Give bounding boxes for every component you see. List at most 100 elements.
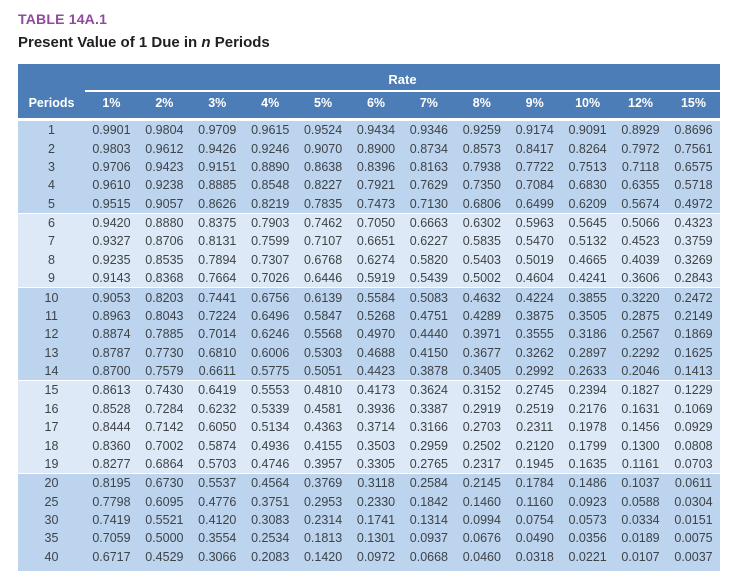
value-cell: 0.6496 [243,306,297,326]
table-row: 7 0.9327 0.8706 0.8131 0.7599 0.7107 0.6651 0.6… [18,232,720,251]
value-cell: 0.1301 [349,529,403,548]
value-cell: 0.8638 [296,157,350,177]
value-cell: 0.0037 [666,547,720,571]
value-cell: 0.7002 [137,436,191,455]
value-cell: 0.7938 [455,157,509,177]
value-cell: 0.9610 [85,176,138,195]
value-cell: 0.6663 [402,212,456,233]
value-cell: 0.5019 [508,250,562,269]
value-cell: 0.3759 [666,232,720,251]
value-cell: 0.9804 [137,118,191,140]
value-cell: 0.8528 [85,399,138,418]
rate-column-header: 10% [561,91,615,120]
value-cell: 0.7130 [402,194,456,214]
value-cell: 0.0808 [666,436,720,455]
table-row: 9 0.9143 0.8368 0.7664 0.7026 0.6446 0.5919 0.5… [18,269,720,288]
value-cell: 0.7014 [190,325,244,344]
value-cell: 0.7142 [137,418,191,437]
value-cell: 0.3677 [455,343,509,362]
value-cell: 0.1978 [561,418,615,437]
value-cell: 0.0304 [666,492,720,511]
value-cell: 0.3971 [455,325,509,344]
value-cell: 0.6499 [508,194,562,214]
value-cell: 0.2633 [561,361,615,381]
value-cell: 0.8696 [666,118,720,140]
value-cell: 0.6446 [296,269,350,288]
value-cell: 0.4972 [666,194,720,214]
value-cell: 0.4150 [402,343,456,362]
value-cell: 0.3878 [402,361,456,381]
table-row: 6 0.9420 0.8880 0.8375 0.7903 0.7462 0.7050 0.6… [18,212,720,233]
value-cell: 0.2083 [243,547,297,571]
value-cell: 0.0221 [561,547,615,571]
value-cell: 0.1037 [614,473,667,493]
value-cell: 0.9423 [137,157,191,177]
value-cell: 0.0754 [508,510,562,530]
value-cell: 0.6730 [137,473,191,493]
value-cell: 0.8885 [190,176,244,195]
value-cell: 0.6006 [243,343,297,362]
value-cell: 0.5584 [349,287,403,307]
value-cell: 0.0588 [614,492,667,511]
value-cell: 0.5645 [561,212,615,233]
value-cell: 0.9709 [190,118,244,140]
value-cell: 0.7972 [614,139,667,158]
value-cell: 0.2765 [402,454,456,474]
value-cell: 0.5775 [243,361,297,381]
value-cell: 0.7430 [137,380,191,400]
value-cell: 0.4970 [349,325,403,344]
value-cell: 0.5963 [508,212,562,233]
value-cell: 0.6050 [190,418,244,437]
value-cell: 0.1300 [614,436,667,455]
value-cell: 0.8787 [85,343,138,362]
value-cell: 0.7629 [402,176,456,195]
value-cell: 0.5470 [508,232,562,251]
value-cell: 0.8963 [85,306,138,326]
value-cell: 0.8219 [243,194,297,214]
value-cell: 0.7059 [85,529,138,548]
rate-column-header: 3% [190,91,244,120]
rate-header-row: Rate [18,64,720,92]
period-cell: 1 [18,118,86,140]
value-cell: 0.2314 [296,510,350,530]
value-cell: 0.9434 [349,118,403,140]
table-row: 8 0.9235 0.8535 0.7894 0.7307 0.6768 0.6274 0.5… [18,250,720,269]
value-cell: 0.3387 [402,399,456,418]
table-row: 11 0.8963 0.8043 0.7224 0.6496 0.5847 0.5268 0.… [18,306,720,326]
value-cell: 0.6830 [561,176,615,195]
value-cell: 0.5847 [296,306,350,326]
value-cell: 0.4776 [190,492,244,511]
value-cell: 0.0972 [349,547,403,571]
value-cell: 0.1413 [666,361,720,381]
subtitle-suffix: Periods [210,34,270,51]
value-cell: 0.3503 [349,436,403,455]
subtitle-italic-n: n [201,34,211,51]
table-row: 30 0.7419 0.5521 0.4120 0.3083 0.2314 0.1741 0.… [18,510,720,530]
value-cell: 0.6232 [190,399,244,418]
value-cell: 0.9091 [561,118,615,140]
value-cell: 0.8131 [190,232,244,251]
value-cell: 0.8573 [455,139,509,158]
value-cell: 0.9524 [296,118,350,140]
value-cell: 0.4751 [402,306,456,326]
value-cell: 0.4363 [296,418,350,437]
value-cell: 0.4746 [243,454,297,474]
rate-column-header: 12% [614,91,667,120]
period-cell: 15 [18,380,86,400]
value-cell: 0.4323 [666,212,720,233]
period-cell: 11 [18,306,86,326]
value-cell: 0.3714 [349,418,403,437]
value-cell: 0.2502 [455,436,509,455]
value-cell: 0.9706 [85,157,138,177]
value-cell: 0.2919 [455,399,509,418]
value-cell: 0.1456 [614,418,667,437]
value-cell: 0.4688 [349,343,403,362]
value-cell: 0.6864 [137,454,191,474]
value-cell: 0.4423 [349,361,403,381]
value-cell: 0.1741 [349,510,403,530]
value-cell: 0.3769 [296,473,350,493]
value-cell: 0.2311 [508,418,562,437]
value-cell: 0.1069 [666,399,720,418]
rate-column-header: 8% [455,91,509,120]
value-cell: 0.7107 [296,232,350,251]
